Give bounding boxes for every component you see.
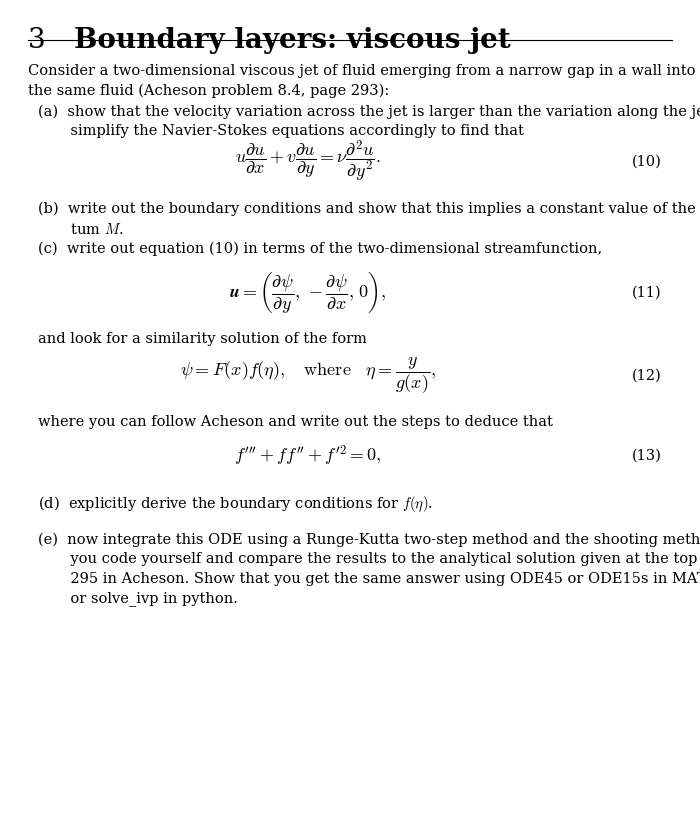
Text: $u\dfrac{\partial u}{\partial x} + v\dfrac{\partial u}{\partial y} = \nu\dfrac{\: $u\dfrac{\partial u}{\partial x} + v\dfr… bbox=[235, 139, 381, 184]
Text: where you can follow Acheson and write out the steps to deduce that: where you can follow Acheson and write o… bbox=[38, 415, 554, 429]
Text: $f^{\prime\prime\prime} + ff^{\prime\prime} + f^{\prime 2} = 0,$: $f^{\prime\prime\prime} + ff^{\prime\pri… bbox=[234, 443, 382, 468]
Text: $\psi = F(x)f(\eta), \quad \text{where} \quad \eta = \dfrac{y}{g(x)},$: $\psi = F(x)f(\eta), \quad \text{where} … bbox=[180, 355, 436, 396]
Text: Boundary layers: viscous jet: Boundary layers: viscous jet bbox=[74, 27, 510, 54]
Text: (c)  write out equation (10) in terms of the two-dimensional streamfunction,: (c) write out equation (10) in terms of … bbox=[38, 242, 603, 256]
Text: (11): (11) bbox=[632, 286, 662, 299]
Text: 3: 3 bbox=[28, 27, 46, 54]
Text: $\boldsymbol{u} = \left(\dfrac{\partial\psi}{\partial y},\,-\dfrac{\partial\psi}: $\boldsymbol{u} = \left(\dfrac{\partial\… bbox=[230, 270, 386, 315]
Text: (12): (12) bbox=[631, 369, 661, 382]
Text: (a)  show that the velocity variation across the jet is larger than the variatio: (a) show that the velocity variation acr… bbox=[38, 104, 700, 138]
Text: (e)  now integrate this ODE using a Runge-Kutta two-step method and the shooting: (e) now integrate this ODE using a Runge… bbox=[38, 533, 700, 606]
Text: and look for a similarity solution of the form: and look for a similarity solution of th… bbox=[38, 332, 368, 346]
Text: Consider a two-dimensional viscous jet of fluid emerging from a narrow gap in a : Consider a two-dimensional viscous jet o… bbox=[28, 64, 700, 98]
Text: (b)  write out the boundary conditions and show that this implies a constant val: (b) write out the boundary conditions an… bbox=[38, 202, 700, 237]
Text: (d)  explicitly derive the boundary conditions for $f(\eta)$.: (d) explicitly derive the boundary condi… bbox=[38, 494, 433, 514]
Text: (13): (13) bbox=[631, 449, 661, 462]
Text: (10): (10) bbox=[631, 155, 661, 168]
